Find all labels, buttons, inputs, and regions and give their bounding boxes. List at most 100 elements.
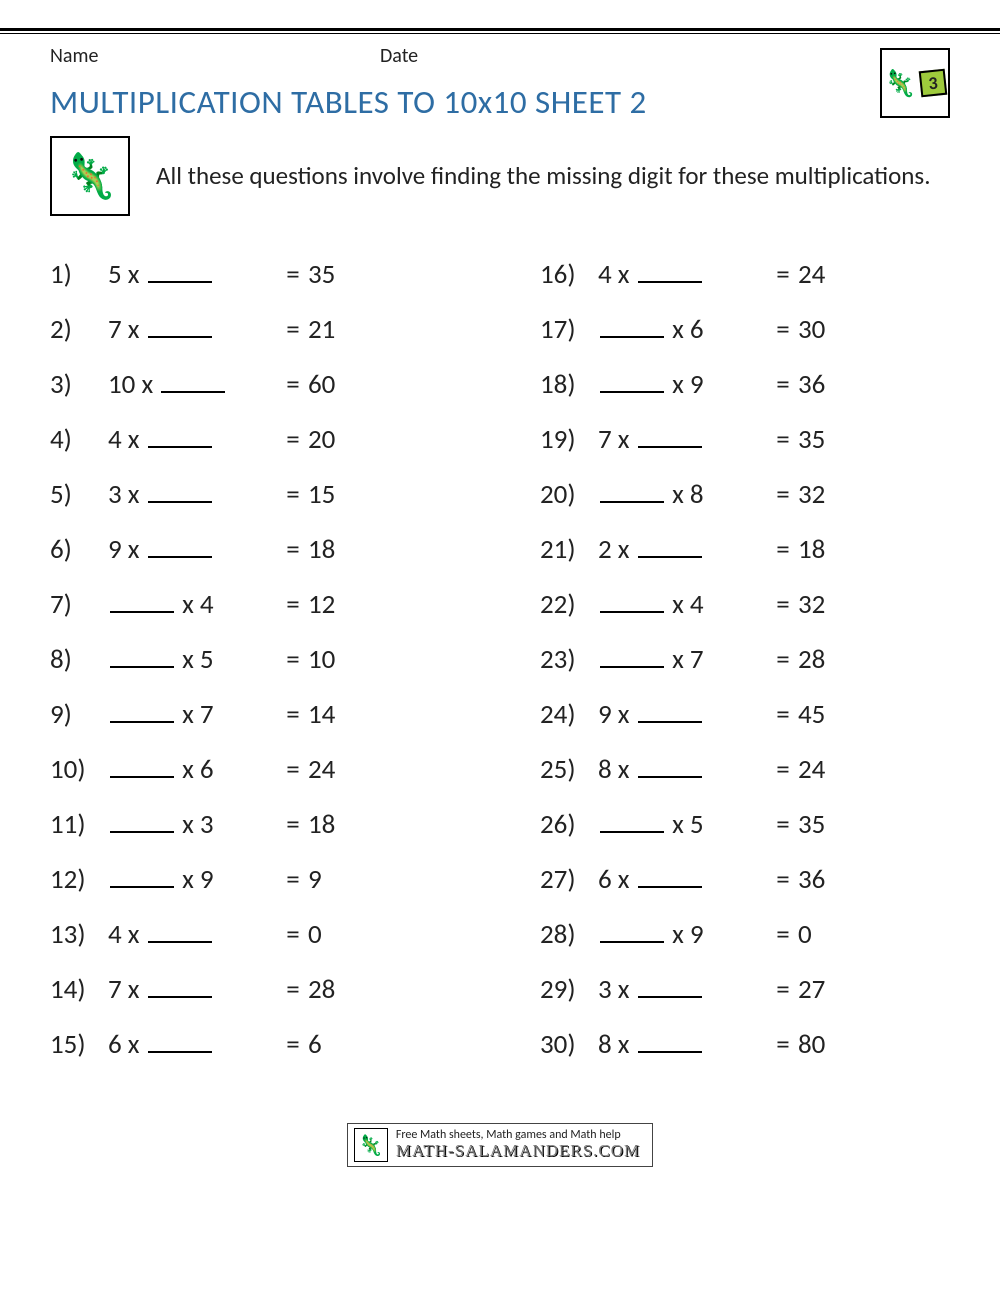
answer-blank[interactable] <box>600 373 664 393</box>
problem-result: 35 <box>798 423 844 456</box>
problem-result: 30 <box>798 313 844 346</box>
problem-result: 18 <box>308 533 354 566</box>
equals-sign: = <box>768 643 798 676</box>
equals-sign: = <box>278 533 308 566</box>
answer-blank[interactable] <box>600 593 664 613</box>
problem-row: 29)3 x =27 <box>540 973 950 1006</box>
problem-number: 16) <box>540 258 598 291</box>
equals-sign: = <box>278 918 308 951</box>
grade-badge: 🦎 3 <box>880 48 950 118</box>
answer-blank[interactable] <box>110 648 174 668</box>
answer-blank[interactable] <box>148 538 212 558</box>
problem-number: 20) <box>540 478 598 511</box>
intro-text: All these questions involve finding the … <box>156 159 931 193</box>
problem-row: 12) x 9=9 <box>50 863 460 896</box>
answer-blank[interactable] <box>600 648 664 668</box>
problem-row: 27)6 x =36 <box>540 863 950 896</box>
equals-sign: = <box>768 753 798 786</box>
answer-blank[interactable] <box>600 483 664 503</box>
problem-row: 10) x 6=24 <box>50 753 460 786</box>
answer-blank[interactable] <box>148 428 212 448</box>
answer-blank[interactable] <box>110 868 174 888</box>
problem-result: 60 <box>308 368 354 401</box>
problem-row: 15)6 x =6 <box>50 1028 460 1061</box>
equals-sign: = <box>278 863 308 896</box>
problem-expression: x 9 <box>108 863 278 896</box>
problem-expression: 2 x <box>598 533 768 566</box>
answer-blank[interactable] <box>638 1033 702 1053</box>
problem-row: 14)7 x =28 <box>50 973 460 1006</box>
equals-sign: = <box>278 368 308 401</box>
equals-sign: = <box>768 1028 798 1061</box>
answer-blank[interactable] <box>148 978 212 998</box>
problem-result: 27 <box>798 973 844 1006</box>
problem-row: 21)2 x =18 <box>540 533 950 566</box>
footer-site: MATH-SALAMANDERS.COM <box>396 1142 640 1161</box>
problem-expression: 3 x <box>108 478 278 511</box>
answer-blank[interactable] <box>638 978 702 998</box>
problem-expression: 4 x <box>108 918 278 951</box>
problem-result: 24 <box>798 258 844 291</box>
problem-row: 18) x 9=36 <box>540 368 950 401</box>
problem-expression: x 6 <box>598 313 768 346</box>
answer-blank[interactable] <box>148 263 212 283</box>
equals-sign: = <box>768 258 798 291</box>
problem-result: 12 <box>308 588 354 621</box>
equals-sign: = <box>278 258 308 291</box>
problem-number: 8) <box>50 643 108 676</box>
answer-blank[interactable] <box>638 428 702 448</box>
footer-salamander-icon: 🦎 <box>354 1128 388 1162</box>
problems-column-right: 16)4 x =2417) x 6=3018) x 9=3619)7 x =35… <box>540 258 950 1083</box>
problem-number: 19) <box>540 423 598 456</box>
problem-row: 22) x 4=32 <box>540 588 950 621</box>
answer-blank[interactable] <box>161 373 225 393</box>
answer-blank[interactable] <box>638 538 702 558</box>
worksheet-page: { "header": { "name_label": "Name", "dat… <box>0 28 1000 1197</box>
problem-result: 18 <box>308 808 354 841</box>
answer-blank[interactable] <box>148 1033 212 1053</box>
problem-number: 10) <box>50 753 108 786</box>
answer-blank[interactable] <box>110 593 174 613</box>
problem-result: 0 <box>308 918 354 951</box>
problem-result: 36 <box>798 863 844 896</box>
problem-result: 45 <box>798 698 844 731</box>
problem-expression: x 4 <box>108 588 278 621</box>
equals-sign: = <box>768 698 798 731</box>
answer-blank[interactable] <box>110 703 174 723</box>
answer-blank[interactable] <box>638 703 702 723</box>
answer-blank[interactable] <box>600 923 664 943</box>
equals-sign: = <box>768 808 798 841</box>
problem-number: 30) <box>540 1028 598 1061</box>
answer-blank[interactable] <box>638 263 702 283</box>
mascot-icon: 🦎 <box>50 136 130 216</box>
problem-number: 24) <box>540 698 598 731</box>
problem-expression: x 6 <box>108 753 278 786</box>
problem-expression: 3 x <box>598 973 768 1006</box>
problem-row: 11) x 3=18 <box>50 808 460 841</box>
answer-blank[interactable] <box>110 813 174 833</box>
equals-sign: = <box>768 973 798 1006</box>
answer-blank[interactable] <box>600 813 664 833</box>
problem-number: 1) <box>50 258 108 291</box>
answer-blank[interactable] <box>600 318 664 338</box>
problem-expression: x 8 <box>598 478 768 511</box>
answer-blank[interactable] <box>638 868 702 888</box>
answer-blank[interactable] <box>148 318 212 338</box>
problem-result: 14 <box>308 698 354 731</box>
problem-row: 5)3 x =15 <box>50 478 460 511</box>
problem-row: 9) x 7=14 <box>50 698 460 731</box>
problem-number: 21) <box>540 533 598 566</box>
problem-expression: 10 x <box>108 368 278 401</box>
answer-blank[interactable] <box>110 758 174 778</box>
problem-row: 3)10 x =60 <box>50 368 460 401</box>
problem-row: 19)7 x =35 <box>540 423 950 456</box>
date-label: Date <box>380 44 418 68</box>
problem-number: 13) <box>50 918 108 951</box>
problem-number: 27) <box>540 863 598 896</box>
problem-row: 17) x 6=30 <box>540 313 950 346</box>
problem-row: 20) x 8=32 <box>540 478 950 511</box>
answer-blank[interactable] <box>148 483 212 503</box>
answer-blank[interactable] <box>638 758 702 778</box>
problem-number: 11) <box>50 808 108 841</box>
answer-blank[interactable] <box>148 923 212 943</box>
